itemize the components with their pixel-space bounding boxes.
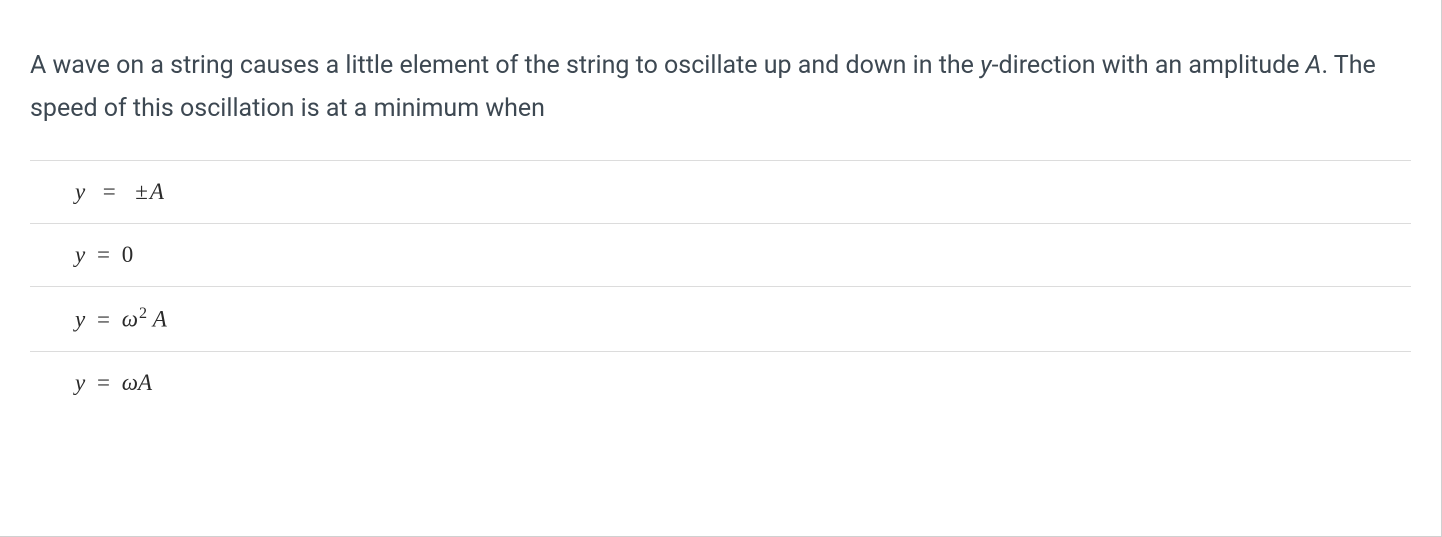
option-3-y: y — [75, 307, 85, 332]
option-3-A: A — [153, 307, 167, 332]
question-stem: A wave on a string causes a little eleme… — [0, 0, 1441, 160]
plus-minus-sign: ± — [133, 179, 150, 204]
option-2-zero: 0 — [122, 242, 134, 267]
option-1-A: A — [150, 179, 164, 204]
equals-sign: = — [91, 179, 127, 204]
question-var-A: A — [1306, 51, 1322, 80]
options-list: y = ±A y = 0 y = ω2 A y = ωA — [0, 160, 1441, 444]
question-text-part-1: A wave on a string causes a little eleme… — [30, 51, 980, 80]
option-4[interactable]: y = ωA — [30, 351, 1411, 414]
question-text-part-2: -direction with an amplitude — [992, 51, 1306, 80]
equals-sign: = — [91, 370, 116, 395]
option-4-A: A — [138, 370, 152, 395]
question-panel: A wave on a string causes a little eleme… — [0, 0, 1442, 537]
option-1-y: y — [75, 179, 85, 204]
option-3[interactable]: y = ω2 A — [30, 286, 1411, 351]
option-4-omega: ω — [122, 370, 138, 395]
option-3-exponent: 2 — [139, 305, 147, 322]
equals-sign: = — [91, 307, 116, 332]
option-1[interactable]: y = ±A — [30, 160, 1411, 223]
option-4-y: y — [75, 370, 85, 395]
question-var-y: y — [980, 51, 991, 80]
equals-sign: = — [91, 242, 116, 267]
option-3-omega: ω — [122, 307, 138, 332]
option-2-y: y — [75, 242, 85, 267]
option-2[interactable]: y = 0 — [30, 223, 1411, 286]
